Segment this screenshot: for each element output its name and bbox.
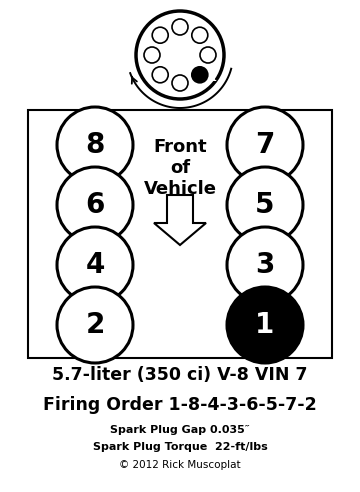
Text: 6: 6 (85, 191, 105, 219)
Circle shape (152, 27, 168, 43)
Circle shape (136, 11, 224, 99)
Polygon shape (154, 195, 206, 245)
Text: 3: 3 (255, 251, 275, 279)
Text: © 2012 Rick Muscoplat: © 2012 Rick Muscoplat (119, 460, 241, 470)
Circle shape (192, 27, 208, 43)
Circle shape (57, 287, 133, 363)
Circle shape (57, 227, 133, 303)
Text: 7: 7 (255, 131, 275, 159)
Text: Spark Plug Gap 0.035″: Spark Plug Gap 0.035″ (110, 425, 250, 435)
Text: 4: 4 (85, 251, 105, 279)
Circle shape (152, 67, 168, 83)
Circle shape (227, 227, 303, 303)
Circle shape (144, 47, 160, 63)
Circle shape (192, 67, 208, 83)
Circle shape (57, 167, 133, 243)
Circle shape (227, 287, 303, 363)
Circle shape (227, 167, 303, 243)
Bar (28, 110, 332, 358)
Circle shape (200, 47, 216, 63)
Text: Front
of
Vehicle: Front of Vehicle (144, 138, 216, 198)
Text: 5.7-liter (350 ci) V-8 VIN 7: 5.7-liter (350 ci) V-8 VIN 7 (52, 366, 308, 384)
Circle shape (227, 107, 303, 183)
Text: 5: 5 (255, 191, 275, 219)
Text: 1: 1 (210, 74, 216, 83)
Text: 2: 2 (85, 311, 105, 339)
Circle shape (172, 19, 188, 35)
Text: 1: 1 (255, 311, 275, 339)
Text: Spark Plug Torque  22-ft/lbs: Spark Plug Torque 22-ft/lbs (93, 442, 267, 452)
Text: 8: 8 (85, 131, 105, 159)
Text: Firing Order 1-8-4-3-6-5-7-2: Firing Order 1-8-4-3-6-5-7-2 (43, 396, 317, 414)
Circle shape (57, 107, 133, 183)
Circle shape (172, 75, 188, 91)
